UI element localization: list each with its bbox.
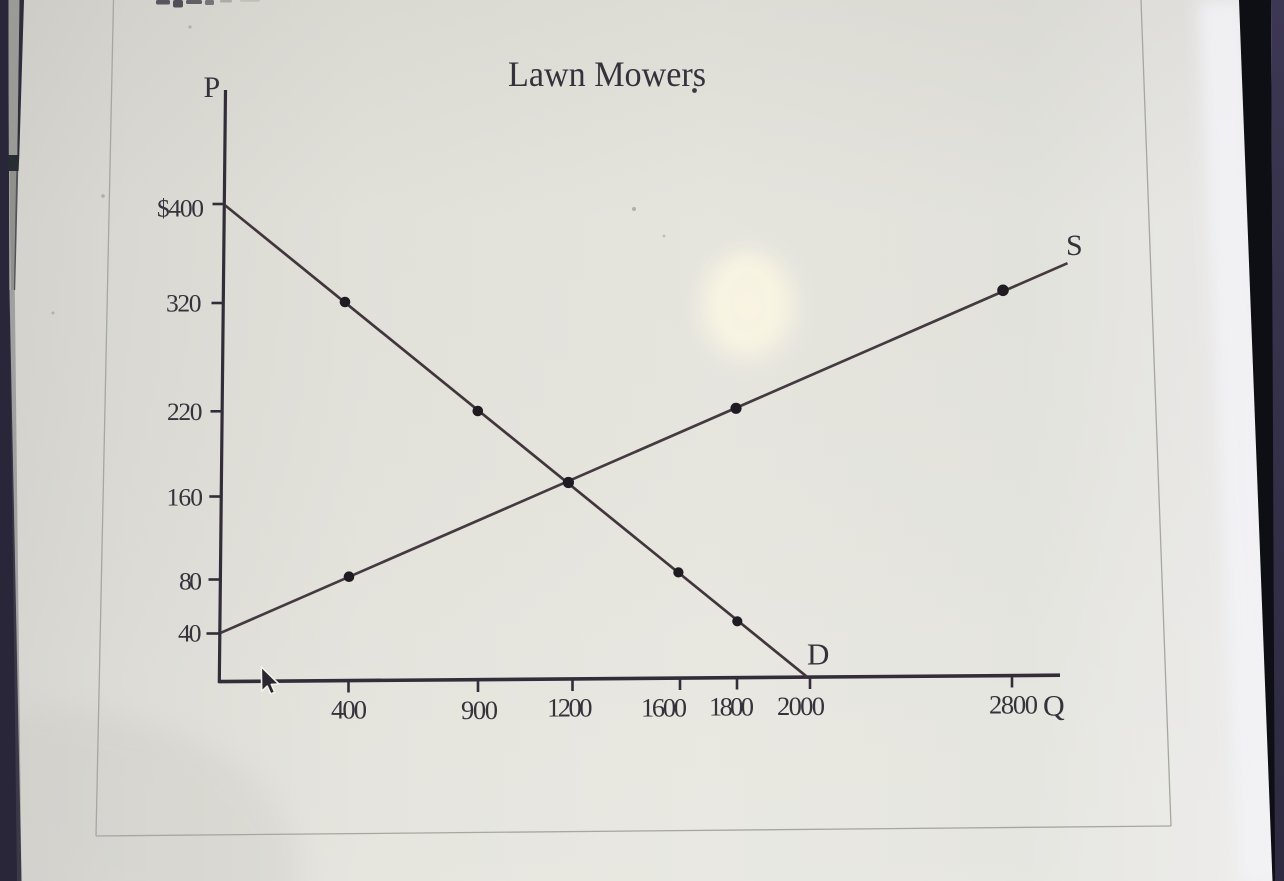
svg-text:Lawn Mowers: Lawn Mowers xyxy=(508,54,706,94)
svg-text:1800: 1800 xyxy=(709,692,754,722)
svg-text:D: D xyxy=(807,637,829,672)
svg-text:220: 220 xyxy=(167,397,203,426)
svg-text:900: 900 xyxy=(461,695,498,725)
svg-text:160: 160 xyxy=(167,483,204,512)
svg-text:400: 400 xyxy=(331,695,367,725)
svg-text:80: 80 xyxy=(179,567,202,596)
svg-text:320: 320 xyxy=(166,289,202,318)
svg-text:2800: 2800 xyxy=(989,690,1038,720)
svg-text:Q: Q xyxy=(1043,690,1065,723)
svg-text:S: S xyxy=(1066,229,1083,262)
svg-text:1600: 1600 xyxy=(641,693,687,723)
svg-text:1200: 1200 xyxy=(547,693,593,723)
svg-text:2000: 2000 xyxy=(777,691,825,721)
svg-text:P: P xyxy=(204,71,221,104)
svg-text:$400: $400 xyxy=(157,194,204,223)
svg-text:40: 40 xyxy=(178,619,202,648)
